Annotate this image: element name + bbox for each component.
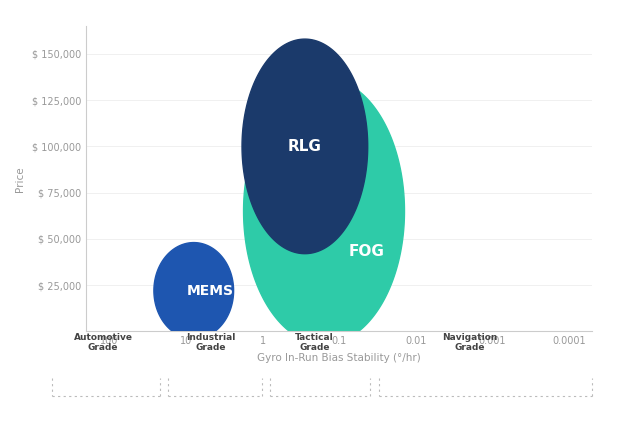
Polygon shape (154, 242, 234, 339)
Text: Automotive
Grade: Automotive Grade (73, 333, 133, 352)
Polygon shape (244, 78, 405, 344)
Text: RLG: RLG (288, 139, 322, 154)
Y-axis label: Price: Price (15, 166, 25, 191)
Text: Tactical
Grade: Tactical Grade (296, 333, 334, 352)
Text: FOG: FOG (348, 244, 384, 259)
Text: Industrial
Grade: Industrial Grade (186, 333, 236, 352)
X-axis label: Gyro In-Run Bias Stability (°/hr): Gyro In-Run Bias Stability (°/hr) (257, 353, 421, 363)
Text: MEMS: MEMS (187, 284, 234, 298)
Polygon shape (242, 39, 368, 254)
Text: Navigation
Grade: Navigation Grade (442, 333, 498, 352)
